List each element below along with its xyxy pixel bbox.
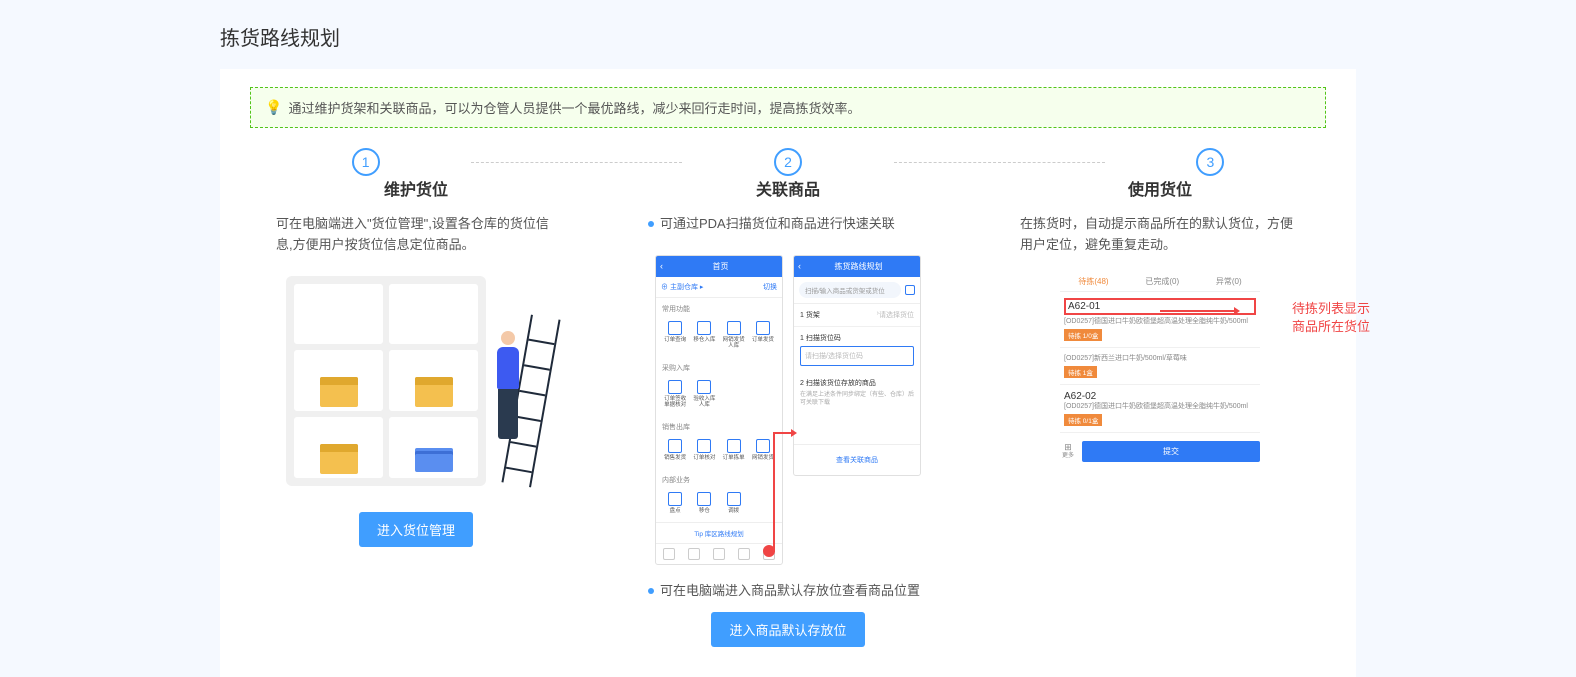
bullet-icon (648, 588, 654, 594)
step-1-title: 维护货位 (384, 176, 448, 200)
page-title: 拣货路线规划 (220, 0, 1356, 69)
phone-mockups: ‹ 首页 ⊕ 主副仓库 ▸ 切换 常用功能 订单查询 移仓入库 网销发货 (655, 255, 921, 565)
step-num-3: 3 (1196, 148, 1224, 176)
step-num-1: 1 (352, 148, 380, 176)
step-2-title: 关联商品 (756, 176, 820, 200)
step-1-desc: 可在电脑端进入"货位管理",设置各仓库的货位信息,方便用户按货位信息定位商品。 (276, 214, 556, 256)
step-num-2: 2 (774, 148, 802, 176)
picklist-mock: 待拣(48) 已完成(0) 异常(0) A62-01 [OD0257]德国进口牛… (1060, 276, 1260, 462)
content-panel: 💡 通过维护货架和关联商品，可以为仓管人员提供一个最优路线，减少来回行走时间，提… (220, 69, 1356, 677)
phone-mock-1: ‹ 首页 ⊕ 主副仓库 ▸ 切换 常用功能 订单查询 移仓入库 网销发货 (655, 255, 783, 565)
tab-pending: 待拣(48) (1078, 276, 1108, 287)
enter-location-mgmt-button[interactable]: 进入货位管理 (359, 512, 473, 547)
step-3-title: 使用货位 (1128, 176, 1192, 200)
step-3-desc: 在拣货时，自动提示商品所在的默认货位，方便用户定位，避免重复走动。 (1020, 214, 1300, 256)
enter-default-location-button[interactable]: 进入商品默认存放位 (711, 612, 864, 647)
shelf-illustration (286, 276, 546, 496)
step-2: 关联商品 可通过PDA扫描货位和商品进行快速关联 ‹ 首页 ⊕ (622, 176, 954, 647)
phone-mock-2: ‹ 拣货路线规划 扫描/输入商品或货架或货位 1 货架 请选择货位 › (793, 255, 921, 476)
tip-text: 通过维护货架和关联商品，可以为仓管人员提供一个最优路线，减少来回行走时间，提高拣… (288, 98, 860, 117)
step-2-desc-1: 可通过PDA扫描货位和商品进行快速关联 (648, 214, 928, 235)
page-root: 拣货路线规划 💡 通过维护货架和关联商品，可以为仓管人员提供一个最优路线，减少来… (0, 0, 1576, 677)
tab-done: 已完成(0) (1145, 276, 1179, 287)
step-2-desc-2: 可在电脑端进入商品默认存放位查看商品位置 (648, 581, 928, 602)
steps-columns: 维护货位 可在电脑端进入"货位管理",设置各仓库的货位信息,方便用户按货位信息定… (250, 176, 1326, 647)
callout-text: 待拣列表显示 商品所在货位 (1292, 300, 1370, 336)
list-item: A62-02 [OD0257]德国进口牛奶欧德堡超高温处理全脂纯牛奶/500ml… (1060, 385, 1260, 433)
step-line (471, 162, 682, 163)
step-3: 使用货位 在拣货时，自动提示商品所在的默认货位，方便用户定位，避免重复走动。 待… (994, 176, 1326, 647)
callout-arrow-icon (1160, 310, 1238, 312)
step-1: 维护货位 可在电脑端进入"货位管理",设置各仓库的货位信息,方便用户按货位信息定… (250, 176, 582, 647)
search-icon (905, 285, 915, 295)
submit-button-mock: 提交 (1082, 441, 1260, 462)
tab-error: 异常(0) (1216, 276, 1242, 287)
step-line (894, 162, 1105, 163)
list-item: A62-01 [OD0257]德国进口牛奶欧德堡超高温处理全脂纯牛奶/500ml… (1060, 292, 1260, 348)
red-arrow-icon (773, 432, 793, 552)
more-icon: ⊞ 更多 (1060, 443, 1076, 459)
tip-banner: 💡 通过维护货架和关联商品，可以为仓管人员提供一个最优路线，减少来回行走时间，提… (250, 87, 1326, 128)
list-item: [OD0257]新西兰进口牛奶/500ml/草莓味 待拣 1盒 (1060, 348, 1260, 385)
bulb-icon: 💡 (265, 99, 282, 116)
bullet-icon (648, 221, 654, 227)
step-indicator-row: 1 2 3 (250, 148, 1326, 176)
